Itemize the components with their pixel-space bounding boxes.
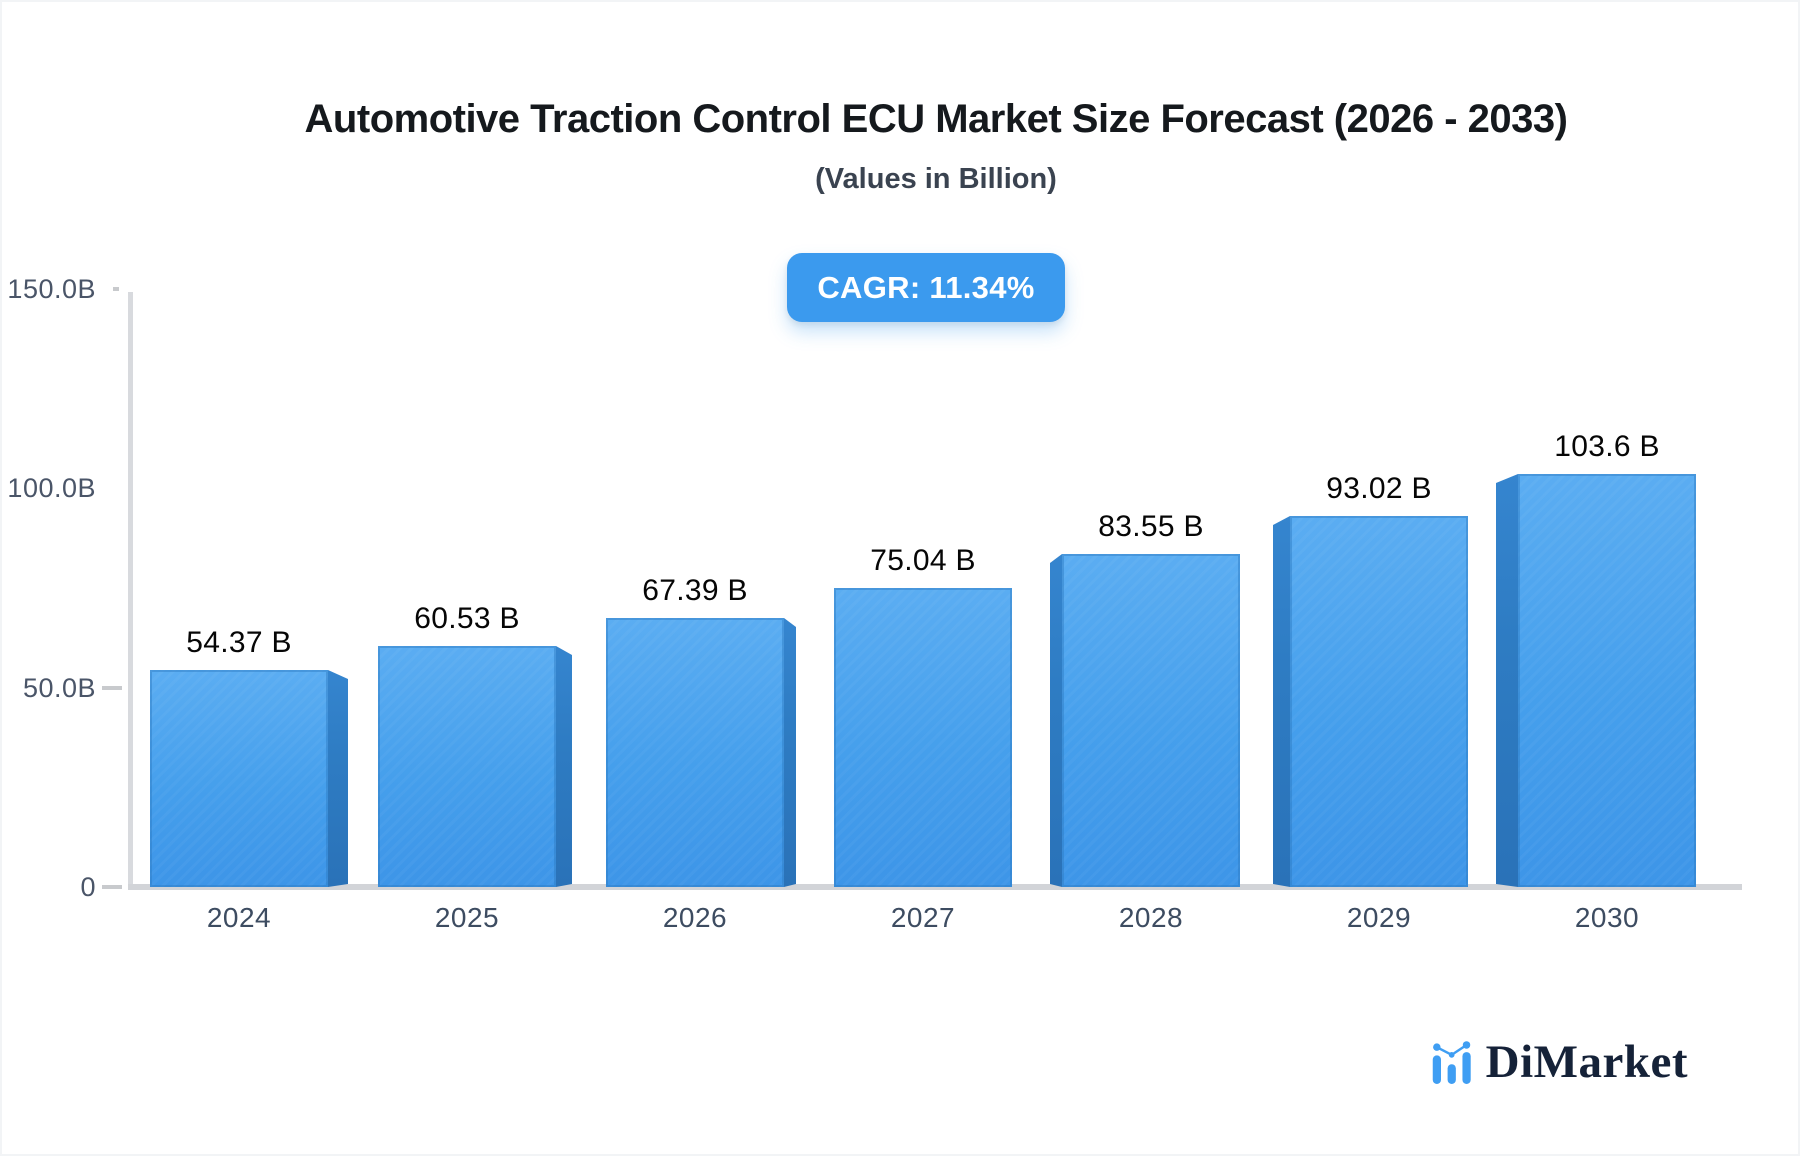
brand-name: DiMarket: [1485, 1036, 1688, 1088]
y-axis-tick-mark: [102, 885, 122, 889]
y-axis-tick-label: 150.0B: [7, 274, 96, 304]
bar-value-label: 67.39 B: [642, 574, 748, 607]
chart-subtitle: (Values in Billion): [815, 163, 1057, 195]
bar-side-face: [1273, 516, 1290, 887]
x-axis-label-2024: 2024: [206, 902, 272, 933]
x-axis-label-2027: 2027: [890, 902, 956, 933]
bar-value-label: 103.6 B: [1554, 430, 1660, 463]
x-axis-label-2025: 2025: [434, 902, 500, 933]
bar-value-label: 54.37 B: [186, 626, 292, 659]
bar-value-label: 93.02 B: [1326, 472, 1432, 505]
chart-header: Automotive Traction Control ECU Market S…: [130, 96, 1742, 196]
y-axis-tick-label: 0: [80, 872, 96, 902]
x-axis-label-2030: 2030: [1574, 902, 1640, 933]
y-axis-tick-label: 100.0B: [7, 473, 96, 504]
bar-value-label: 83.55 B: [1098, 510, 1204, 543]
bar-2026[interactable]: [606, 618, 784, 887]
bar-side-face: [556, 646, 572, 887]
bar-2024[interactable]: [150, 670, 328, 887]
x-axis-label-2028: 2028: [1118, 902, 1184, 933]
bar-side-face: [784, 618, 796, 887]
bar-chart-icon: [1432, 1041, 1471, 1084]
y-axis-tick-mark: [102, 685, 122, 690]
y-axis-line: [128, 292, 133, 890]
bar-2027[interactable]: [834, 588, 1012, 887]
bar-2028[interactable]: [1062, 554, 1240, 887]
bar-2030[interactable]: [1518, 474, 1696, 887]
x-axis-label-2029: 2029: [1346, 902, 1412, 933]
chart-title: Automotive Traction Control ECU Market S…: [304, 97, 1568, 141]
bar-value-label: 60.53 B: [414, 602, 520, 635]
cagr-badge: CAGR: 11.34%: [787, 253, 1065, 322]
bar-side-face: [1050, 554, 1062, 887]
bar-side-face: [1496, 474, 1518, 887]
x-axis-label-2026: 2026: [662, 902, 728, 933]
y-axis-tick-mark: [113, 287, 119, 291]
x-axis-line: [128, 884, 1742, 890]
y-axis-tick-label: 50.0B: [22, 672, 96, 703]
dimarket-logo: DiMarket: [1431, 1036, 1688, 1088]
bar-2029[interactable]: [1290, 516, 1468, 887]
bar-side-face: [328, 670, 348, 887]
bar-value-label: 75.04 B: [870, 544, 976, 577]
bar-2025[interactable]: [378, 646, 556, 887]
